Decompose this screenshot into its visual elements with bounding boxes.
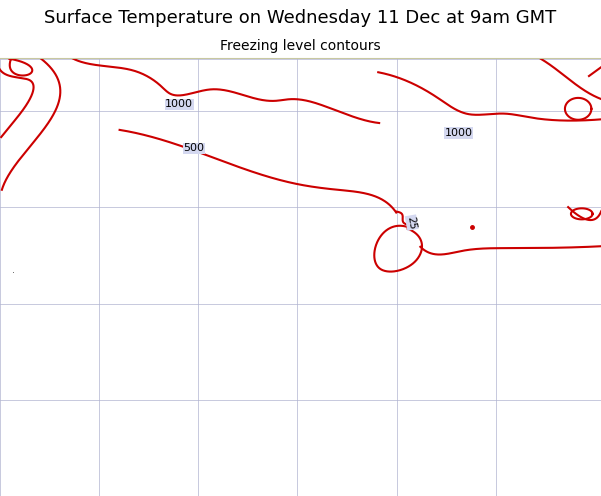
Text: Surface Temperature on Wednesday 11 Dec at 9am GMT: Surface Temperature on Wednesday 11 Dec … xyxy=(44,8,557,27)
Text: 500: 500 xyxy=(183,143,204,153)
Text: ·: · xyxy=(12,268,14,278)
Text: 25: 25 xyxy=(406,215,418,230)
Text: Freezing level contours: Freezing level contours xyxy=(220,39,381,53)
Text: 1000: 1000 xyxy=(445,128,473,138)
Text: 1000: 1000 xyxy=(165,100,194,110)
